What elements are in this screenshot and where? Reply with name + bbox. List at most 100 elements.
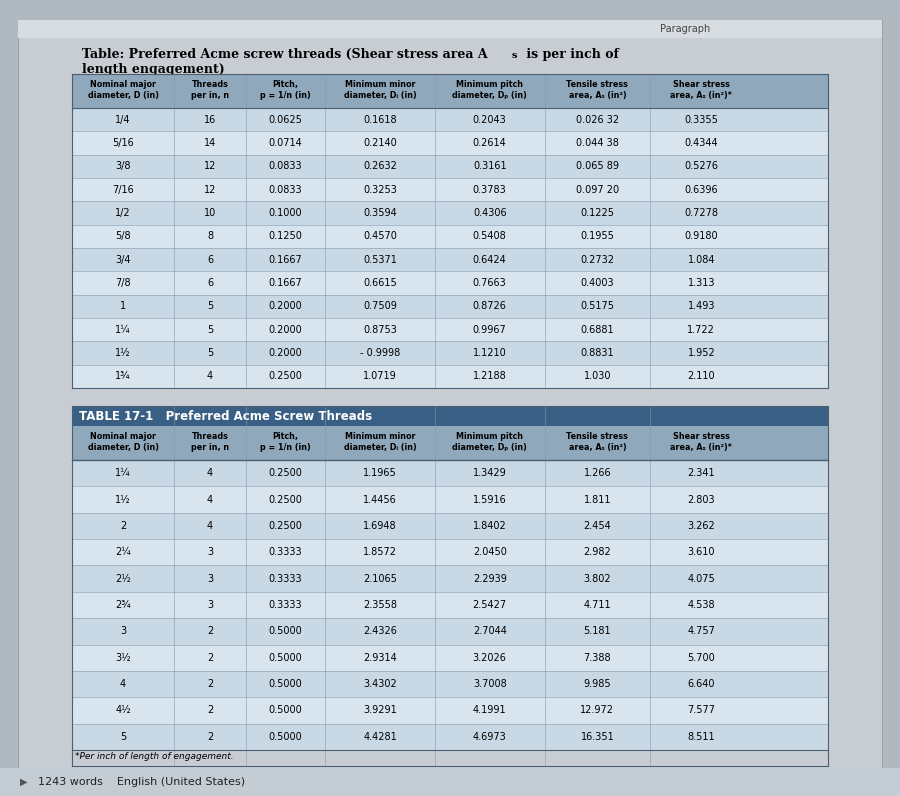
Bar <box>72 618 828 645</box>
Bar <box>72 460 828 486</box>
Text: 1243 words    English (United States): 1243 words English (United States) <box>38 777 245 787</box>
Text: 2: 2 <box>207 653 213 663</box>
Text: 1½: 1½ <box>115 494 130 505</box>
Text: 0.8726: 0.8726 <box>472 302 507 311</box>
Text: 16: 16 <box>203 115 216 125</box>
Text: Pitch,
p = 1/n (in): Pitch, p = 1/n (in) <box>260 432 310 451</box>
Text: 2.454: 2.454 <box>583 521 611 531</box>
Text: 0.7663: 0.7663 <box>472 278 507 288</box>
Text: Minimum minor
diameter, Dᵢ (in): Minimum minor diameter, Dᵢ (in) <box>344 80 417 100</box>
Text: 0.6424: 0.6424 <box>472 255 507 264</box>
Bar <box>72 295 828 318</box>
Text: 2: 2 <box>207 626 213 636</box>
Bar <box>72 406 828 426</box>
Text: 4.757: 4.757 <box>688 626 716 636</box>
Text: 4.1991: 4.1991 <box>472 705 507 716</box>
Text: 3.610: 3.610 <box>688 548 716 557</box>
Text: 2.5427: 2.5427 <box>472 600 507 610</box>
Text: 2.7044: 2.7044 <box>472 626 507 636</box>
Bar <box>72 201 828 224</box>
Text: 1.8572: 1.8572 <box>363 548 397 557</box>
Text: 1.2188: 1.2188 <box>472 371 507 381</box>
Text: 8.511: 8.511 <box>688 732 716 742</box>
Text: 0.5276: 0.5276 <box>684 162 718 171</box>
Text: ▶: ▶ <box>20 777 28 787</box>
Bar <box>72 565 828 591</box>
Text: 0.2000: 0.2000 <box>269 325 302 334</box>
Text: 0.3333: 0.3333 <box>269 548 302 557</box>
Text: 0.3594: 0.3594 <box>364 208 397 218</box>
Text: 3.262: 3.262 <box>688 521 716 531</box>
Text: Minimum pitch
diameter, Dₚ (in): Minimum pitch diameter, Dₚ (in) <box>453 80 527 100</box>
Bar <box>72 108 828 131</box>
Bar <box>72 178 828 201</box>
Text: 0.4344: 0.4344 <box>685 138 718 148</box>
Text: Table: Preferred Acme screw threads (Shear stress area A: Table: Preferred Acme screw threads (She… <box>82 48 488 61</box>
Text: 0.097 20: 0.097 20 <box>576 185 619 195</box>
Text: 1.1965: 1.1965 <box>364 468 397 478</box>
Text: 2.1065: 2.1065 <box>363 574 397 583</box>
Text: 3½: 3½ <box>115 653 130 663</box>
Text: 0.2614: 0.2614 <box>472 138 507 148</box>
Bar <box>72 697 828 724</box>
Text: 2¼: 2¼ <box>115 548 130 557</box>
Text: 2¾: 2¾ <box>115 600 130 610</box>
Text: 4: 4 <box>120 679 126 689</box>
Text: 1.952: 1.952 <box>688 348 716 358</box>
Text: 5: 5 <box>120 732 126 742</box>
Bar <box>72 724 828 750</box>
Text: 0.3355: 0.3355 <box>684 115 718 125</box>
Text: 1.6948: 1.6948 <box>364 521 397 531</box>
Text: 5.700: 5.700 <box>688 653 716 663</box>
Text: 1.1210: 1.1210 <box>472 348 507 358</box>
Text: 0.2043: 0.2043 <box>472 115 507 125</box>
Text: 4.711: 4.711 <box>583 600 611 610</box>
Bar <box>72 248 828 271</box>
Text: 5/16: 5/16 <box>112 138 134 148</box>
Text: 0.2140: 0.2140 <box>364 138 397 148</box>
Text: 9.985: 9.985 <box>583 679 611 689</box>
Bar <box>72 426 828 460</box>
Bar <box>72 513 828 539</box>
Text: 0.044 38: 0.044 38 <box>576 138 619 148</box>
Text: 0.2000: 0.2000 <box>269 302 302 311</box>
Text: 2: 2 <box>207 732 213 742</box>
Text: 2.341: 2.341 <box>688 468 716 478</box>
Text: 7/8: 7/8 <box>115 278 130 288</box>
Text: 0.5000: 0.5000 <box>269 732 302 742</box>
Bar <box>72 341 828 365</box>
Bar <box>72 131 828 154</box>
Text: Minimum pitch
diameter, Dₚ (in): Minimum pitch diameter, Dₚ (in) <box>453 432 527 451</box>
Bar <box>72 74 828 108</box>
Text: 1.266: 1.266 <box>583 468 611 478</box>
Text: Tensile stress
area, Aₛ (in²): Tensile stress area, Aₛ (in²) <box>566 80 628 100</box>
Text: Threads
per in, n: Threads per in, n <box>191 432 229 451</box>
Text: 2.110: 2.110 <box>688 371 716 381</box>
Text: Nominal major
diameter, D (in): Nominal major diameter, D (in) <box>87 432 158 451</box>
Text: 0.2732: 0.2732 <box>580 255 615 264</box>
Text: 1¼: 1¼ <box>115 468 130 478</box>
Text: 0.2500: 0.2500 <box>268 468 302 478</box>
Text: 1.3429: 1.3429 <box>472 468 507 478</box>
Bar <box>72 318 828 341</box>
Text: 0.3783: 0.3783 <box>472 185 507 195</box>
Text: 0.6615: 0.6615 <box>364 278 397 288</box>
Text: 1.030: 1.030 <box>584 371 611 381</box>
Text: 5.181: 5.181 <box>583 626 611 636</box>
Text: 3.2026: 3.2026 <box>472 653 507 663</box>
Text: 8: 8 <box>207 232 213 241</box>
Text: 2.3558: 2.3558 <box>363 600 397 610</box>
Text: 4: 4 <box>207 521 213 531</box>
Text: 0.1225: 0.1225 <box>580 208 615 218</box>
Text: Tensile stress
area, Aₛ (in²): Tensile stress area, Aₛ (in²) <box>566 432 628 451</box>
Text: 6: 6 <box>207 255 213 264</box>
Text: 0.1250: 0.1250 <box>268 232 302 241</box>
Text: 3.4302: 3.4302 <box>364 679 397 689</box>
Text: 2.803: 2.803 <box>688 494 716 505</box>
Text: 2.9314: 2.9314 <box>364 653 397 663</box>
Text: 1.811: 1.811 <box>584 494 611 505</box>
Text: - 0.9998: - 0.9998 <box>360 348 400 358</box>
Text: 0.0833: 0.0833 <box>269 162 302 171</box>
Text: 3.802: 3.802 <box>583 574 611 583</box>
Text: 0.1618: 0.1618 <box>364 115 397 125</box>
